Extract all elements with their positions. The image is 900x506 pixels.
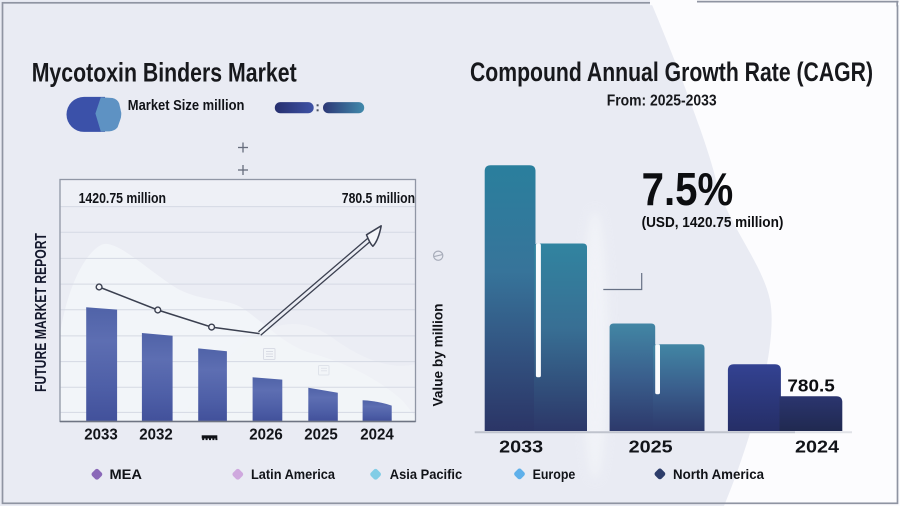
svg-text:North America: North America <box>673 467 764 482</box>
svg-text:From: 2025-2033: From: 2025-2033 <box>607 93 717 110</box>
svg-text:2024: 2024 <box>795 436 839 456</box>
svg-text:MEA: MEA <box>110 467 143 482</box>
svg-text:7.5%: 7.5% <box>642 163 734 215</box>
svg-text:Latin America: Latin America <box>251 467 335 482</box>
svg-text:Mycotoxin Binders Market: Mycotoxin Binders Market <box>32 58 297 88</box>
svg-text:Market Size million: Market Size million <box>128 97 245 114</box>
svg-text:780.5 million: 780.5 million <box>342 190 415 207</box>
svg-text:2032: 2032 <box>139 427 173 444</box>
svg-text:1420.75 million: 1420.75 million <box>79 190 166 207</box>
svg-text:Value by million: Value by million <box>429 304 445 407</box>
svg-text:2026: 2026 <box>249 427 283 444</box>
svg-text:2025: 2025 <box>304 427 338 444</box>
svg-text:Compound Annual Growth Rate (C: Compound Annual Growth Rate (CAGR) <box>470 57 873 87</box>
svg-text:2033: 2033 <box>499 436 543 456</box>
svg-text:2025: 2025 <box>629 436 673 456</box>
svg-text:2033: 2033 <box>84 427 118 444</box>
svg-text:780.5: 780.5 <box>787 375 835 395</box>
svg-text:FUTURE MARKET REPORT: FUTURE MARKET REPORT <box>33 233 50 392</box>
svg-text:(USD, 1420.75 million): (USD, 1420.75 million) <box>642 215 784 231</box>
svg-text:Asia Pacific: Asia Pacific <box>390 467 463 482</box>
svg-text:Europe: Europe <box>533 467 576 482</box>
svg-text:2024: 2024 <box>360 427 394 444</box>
